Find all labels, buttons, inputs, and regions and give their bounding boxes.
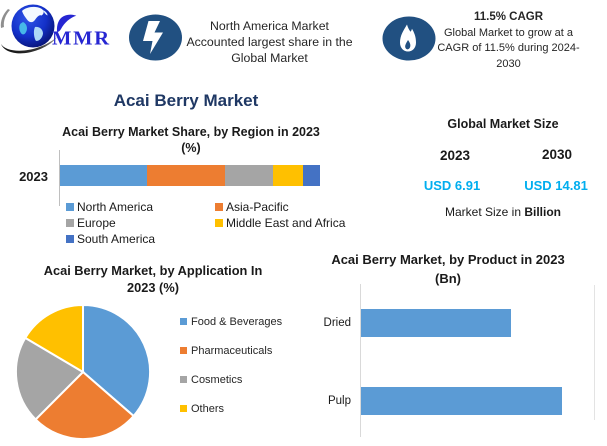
svg-text:MMR: MMR (52, 28, 111, 50)
